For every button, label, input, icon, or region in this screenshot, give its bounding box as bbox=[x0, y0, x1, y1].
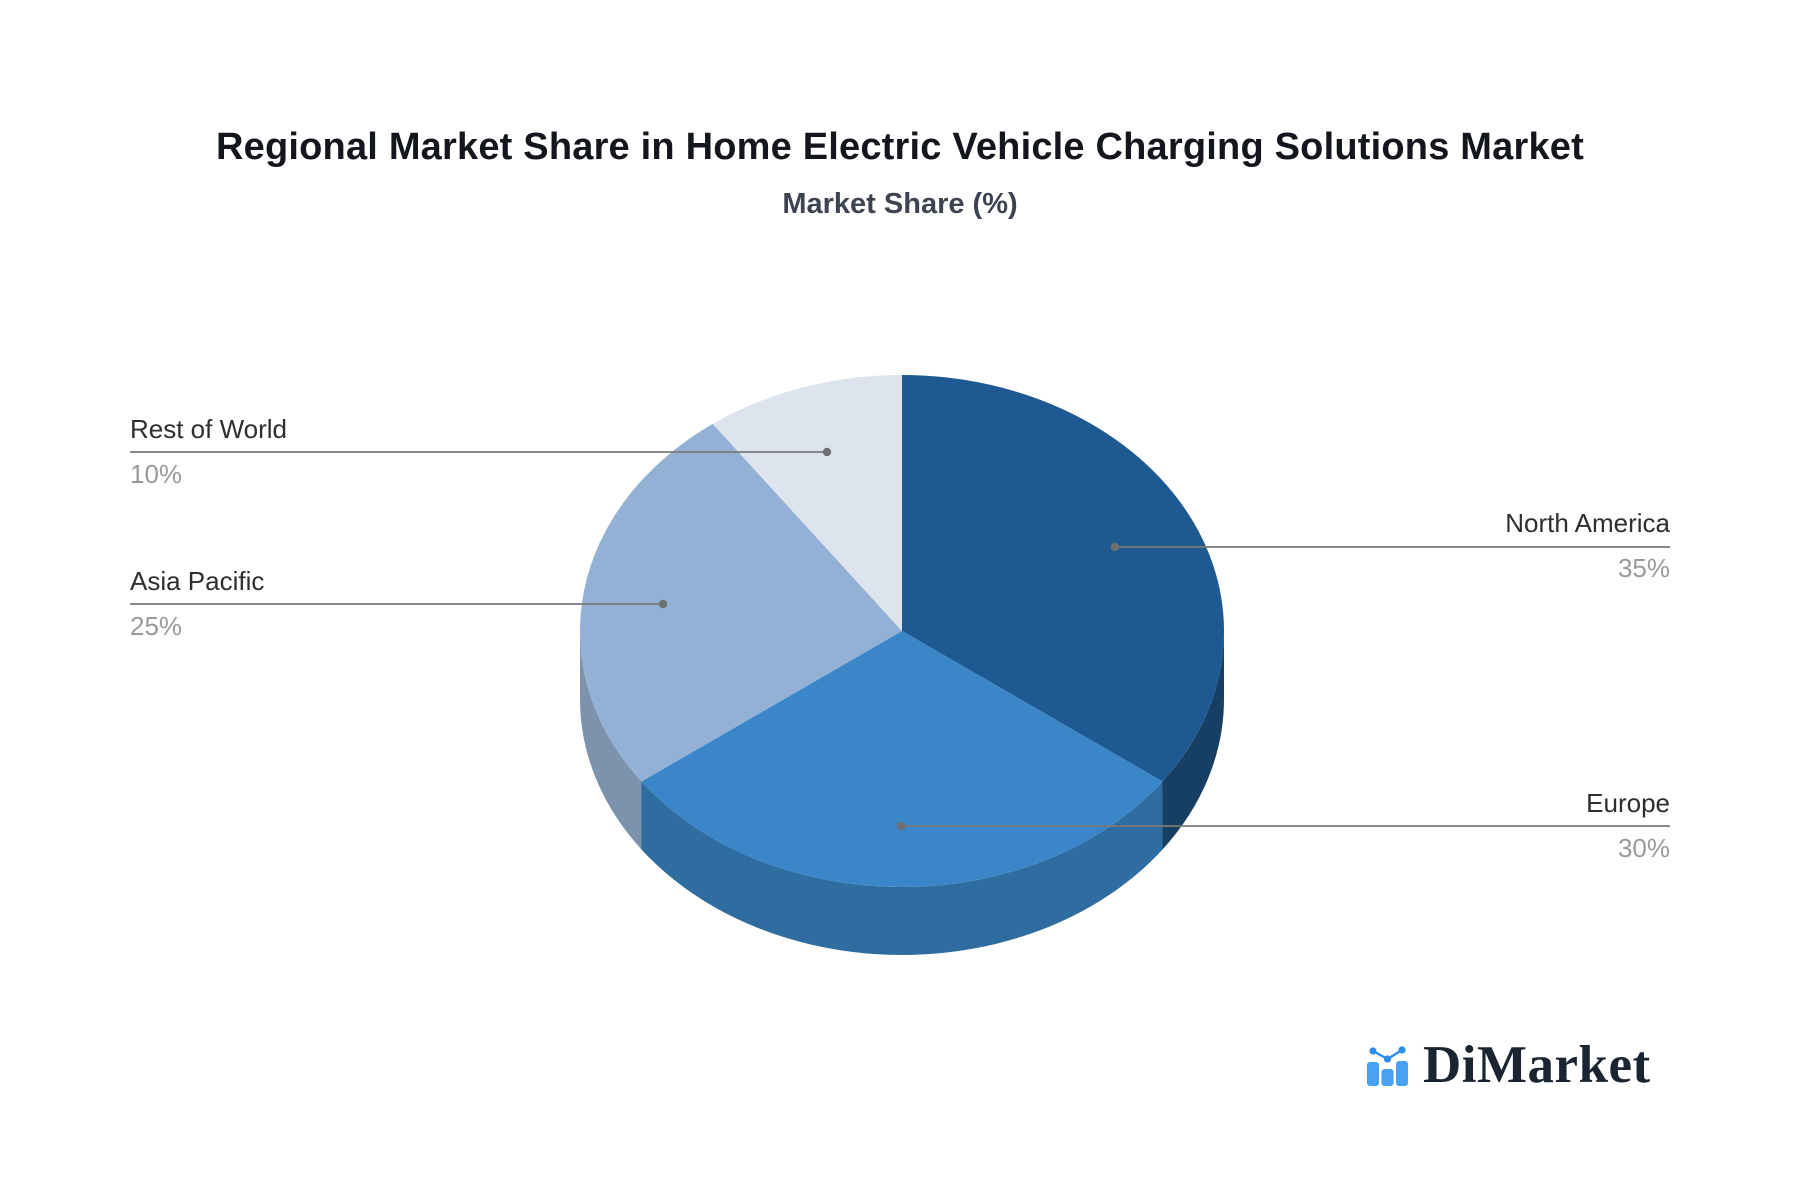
pie-slice-north-america[interactable] bbox=[902, 375, 1224, 782]
callout-value-europe: 30% bbox=[1617, 833, 1670, 863]
callout-dot-asia-pacific bbox=[658, 599, 668, 609]
callout-dot-rest-of-world bbox=[822, 447, 832, 457]
page-title: Regional Market Share in Home Electric V… bbox=[216, 126, 1584, 168]
callout-label-asia-pacific: Asia Pacific bbox=[130, 566, 265, 596]
brand-logo: DiMarket bbox=[1362, 1036, 1651, 1094]
callout-dot-north-america bbox=[1110, 542, 1120, 552]
callout-value-rest-of-world: 10% bbox=[130, 459, 183, 489]
callout-value-north-america: 35% bbox=[1617, 553, 1670, 583]
bar-line-chart-icon bbox=[1367, 1046, 1408, 1086]
pie-slice-asia-pacific[interactable] bbox=[580, 423, 902, 782]
pie-slice-side-north-america[interactable] bbox=[1162, 631, 1224, 850]
callout-label-north-america: North America bbox=[1505, 508, 1670, 538]
callout-label-rest-of-world: Rest of World bbox=[130, 414, 288, 444]
pie-slice-europe[interactable] bbox=[641, 631, 1163, 887]
page-subtitle: Market Share (%) bbox=[782, 188, 1018, 220]
callout-label-europe: Europe bbox=[1586, 788, 1670, 818]
callout-value-asia-pacific: 25% bbox=[130, 611, 183, 641]
pie-slice-side-europe[interactable] bbox=[641, 781, 1163, 955]
callout-dot-europe bbox=[896, 821, 906, 831]
brand-name: DiMarket bbox=[1423, 1036, 1651, 1094]
pie-slice-rest-of-world[interactable] bbox=[712, 375, 902, 631]
pie-slice-side-asia-pacific[interactable] bbox=[580, 631, 642, 850]
